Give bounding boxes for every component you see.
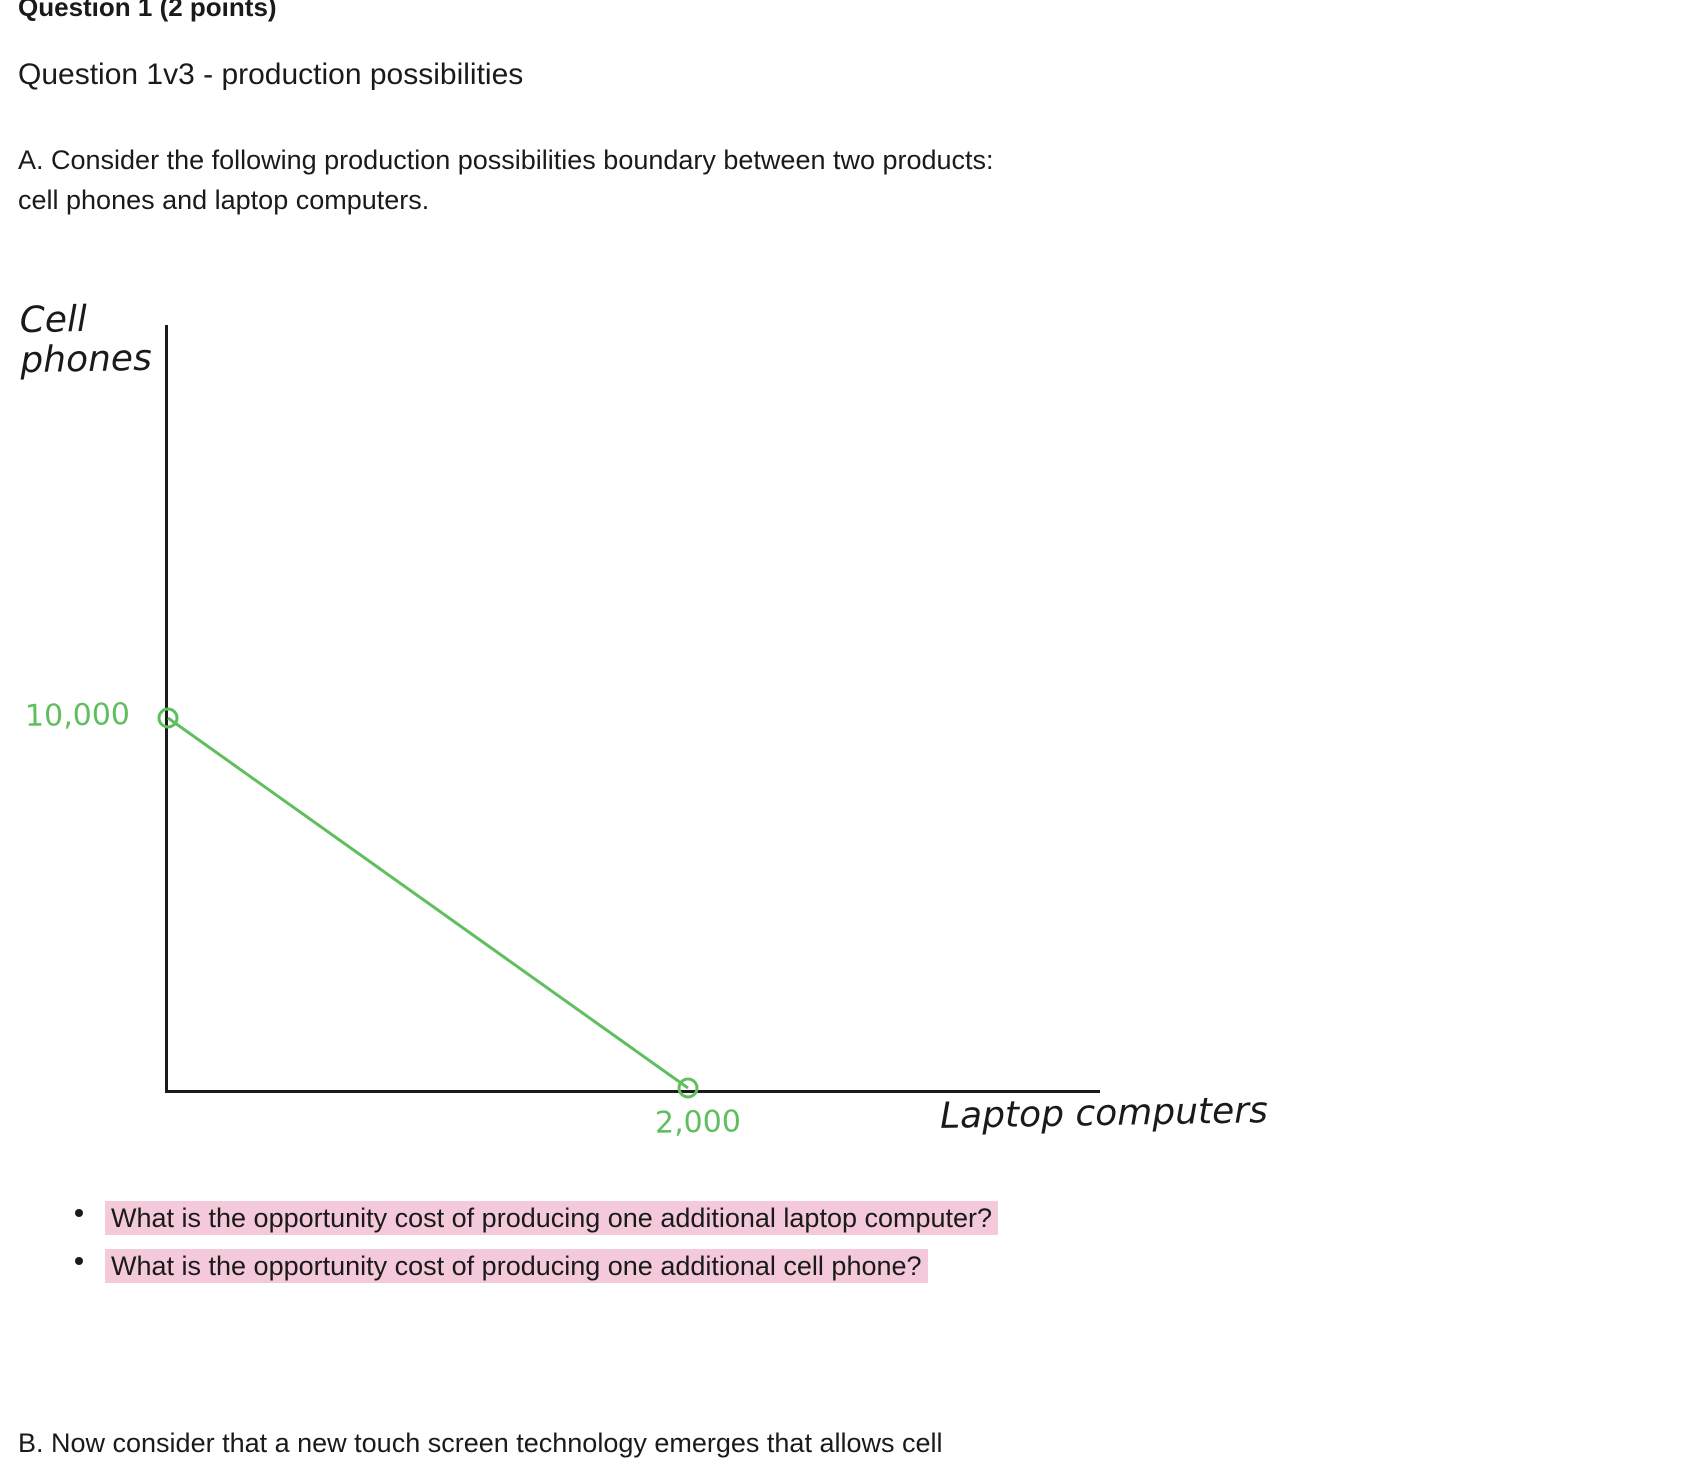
bullet-question-list: What is the opportunity cost of producin… [75, 1195, 1525, 1291]
bullet-item-cellphone-cost: What is the opportunity cost of producin… [75, 1243, 1525, 1289]
document-page: Question 1 (2 points) Question 1v3 - pro… [0, 0, 1698, 1482]
ppf-chart: Cell phones 10,000 2,000 Laptop computers [0, 300, 1400, 1100]
question-subtitle: Question 1v3 - production possibilities [18, 58, 523, 92]
x-axis-label: Laptop computers [940, 1090, 1268, 1137]
ppf-line-svg [0, 300, 1400, 1100]
bullet-dot [75, 1257, 83, 1265]
y-axis-label: Cell phones [19, 299, 152, 381]
y-axis-line [165, 325, 168, 1090]
y-axis-tick-10000: 10,000 [25, 697, 131, 734]
ppf-point-10000 [159, 709, 177, 727]
clipped-question-title: Question 1 (2 points) [18, 0, 277, 23]
part-a-description: A. Consider the following production pos… [18, 140, 1518, 220]
bullet-item-laptop-cost: What is the opportunity cost of producin… [75, 1195, 1525, 1241]
ppf-point-2000 [679, 1079, 697, 1097]
bullet-dot [75, 1209, 83, 1217]
x-axis-tick-2000: 2,000 [655, 1104, 741, 1140]
x-axis-line [165, 1090, 1100, 1093]
part-b-description: B. Now consider that a new touch screen … [18, 1428, 1668, 1459]
